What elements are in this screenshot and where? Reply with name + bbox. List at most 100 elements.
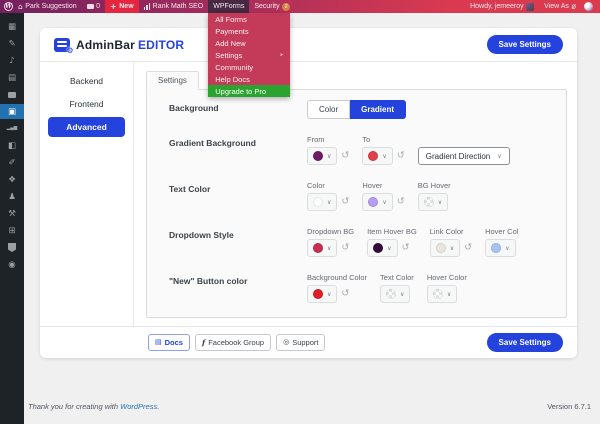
chevron-down-icon: ∨	[382, 152, 387, 160]
color-swatch	[368, 197, 379, 207]
reset-icon[interactable]: ↺	[464, 242, 473, 254]
sidebar-item-posts[interactable]: ✎	[8, 38, 16, 49]
new-button-text-color-picker[interactable]: ∨	[380, 285, 411, 303]
adminbar-wpforms[interactable]: WPForms All Forms Payments Add New Setti…	[208, 0, 291, 97]
plugin-title: AdminBar EDITOR	[76, 38, 184, 52]
field-label: Background Color	[307, 273, 368, 282]
wpforms-dropdown-menu: All Forms Payments Add New Settings ▸ Co…	[208, 13, 291, 97]
comments-icon	[86, 4, 94, 9]
color-field-hover-color: Hover Col ∨	[485, 227, 518, 257]
chevron-down-icon: ∨	[400, 290, 405, 298]
adminbar-rank-math[interactable]: Rank Math SEO	[139, 0, 209, 13]
gradient-direction-select[interactable]: Gradient Direction ∨	[417, 147, 510, 165]
plugin-header: ⚙ AdminBar EDITOR Save Settings	[40, 28, 577, 62]
menu-item-payments[interactable]: Payments	[215, 26, 249, 36]
sidebar-item-tools[interactable]: ⚒	[8, 208, 16, 219]
new-button-bg-color-picker[interactable]: ∨	[307, 285, 338, 303]
link-color-picker[interactable]: ∨	[429, 239, 461, 257]
view-as-label: View As	[544, 3, 569, 10]
menu-item-help-docs[interactable]: Help Docs	[215, 74, 250, 84]
row-label: Background	[169, 103, 219, 113]
logo-gear-icon: ⚙	[66, 46, 74, 55]
reset-icon[interactable]: ↺	[401, 242, 410, 254]
new-button-hover-color-picker[interactable]: ∨	[426, 285, 458, 303]
to-color-picker[interactable]: ∨	[362, 147, 393, 165]
wordpress-link[interactable]: WordPress	[120, 402, 158, 411]
reset-icon[interactable]: ↺	[396, 196, 405, 208]
adminbar-view-as[interactable]: View As ø	[539, 3, 581, 11]
color-field-bg-hover: BG Hover ∨	[417, 181, 451, 211]
adminbar-comments[interactable]: 0	[82, 0, 105, 13]
plus-icon: +	[110, 1, 117, 11]
menu-item-community[interactable]: Community	[215, 62, 254, 72]
adminbar-howdy[interactable]: Howdy, jemeeroy	[465, 2, 539, 11]
from-color-picker[interactable]: ∨	[307, 147, 338, 165]
chevron-down-icon: ∨	[437, 198, 443, 206]
menu-item-all-forms[interactable]: All Forms	[215, 14, 247, 24]
sidebar-item-settings[interactable]: ⊞	[8, 225, 16, 236]
menu-item-settings[interactable]: Settings ▸	[215, 50, 284, 60]
sidebar-item-analytics[interactable]: ▂▄▆	[6, 126, 18, 131]
bg-hover-color-picker[interactable]: ∨	[417, 193, 449, 211]
adminbar-new[interactable]: + New	[105, 0, 139, 13]
field-label: Color	[307, 181, 325, 190]
save-settings-button-bottom[interactable]: Save Settings	[486, 333, 563, 352]
admin-sidebar: ▦ ✎ ♪ ▤ ▣ ▂▄▆ ◧ ✐ ❖ ♟ ⚒ ⊞ ◉	[0, 13, 24, 424]
chevron-down-icon: ∨	[387, 244, 392, 252]
sidebar-item-security[interactable]	[0, 240, 24, 255]
reset-icon[interactable]: ↺	[341, 288, 350, 300]
sidebar-item-media[interactable]: ♪	[9, 55, 15, 66]
facebook-icon: f	[201, 338, 206, 347]
field-label: Hover	[362, 181, 383, 190]
sidebar-item-dashboard[interactable]: ▦	[7, 21, 17, 32]
tab-backend[interactable]: Backend	[69, 76, 104, 86]
submenu-arrow-icon: ▸	[280, 52, 284, 58]
tab-frontend[interactable]: Frontend	[69, 99, 104, 109]
sidebar-item-plugins[interactable]: ❖	[8, 174, 16, 185]
sidebar-item-pages[interactable]: ▤	[7, 72, 17, 83]
field-label: Link Color	[429, 227, 464, 236]
doc-icon: ▤	[155, 338, 162, 346]
security-label: Security	[254, 3, 280, 10]
reset-icon[interactable]: ↺	[341, 150, 350, 162]
background-gradient-option[interactable]: Gradient	[350, 100, 407, 119]
sidebar-item-comments[interactable]	[0, 87, 24, 102]
background-type-toggle: Color Gradient	[307, 100, 407, 119]
sidebar-item-adminbar-editor[interactable]: ▣	[0, 104, 24, 119]
dropdown-hover-color-picker[interactable]: ∨	[485, 239, 516, 257]
setting-row-gradient-background: Gradient Background From ∨ ↺	[169, 127, 558, 173]
sidebar-collapse-button[interactable]: ◉	[8, 259, 16, 270]
facebook-group-button[interactable]: f Facebook Group	[194, 334, 272, 351]
reset-icon[interactable]: ↺	[341, 242, 350, 254]
color-field-hover-color: Hover Color ∨	[426, 273, 467, 303]
security-badge: 2	[282, 2, 291, 11]
adminbar-security[interactable]: Security 2	[249, 0, 295, 13]
wpforms-label: WPForms	[213, 3, 245, 10]
menu-item-add-new[interactable]: Add New	[215, 38, 246, 48]
menu-item-upgrade-to-pro[interactable]: Upgrade to Pro	[208, 85, 291, 97]
hover-color-picker[interactable]: ∨	[362, 193, 393, 211]
item-hover-bg-color-picker[interactable]: ∨	[367, 239, 398, 257]
docs-button[interactable]: ▤ Docs	[148, 334, 190, 351]
dropdown-bg-color-picker[interactable]: ∨	[307, 239, 338, 257]
chevron-down-icon: ∨	[449, 244, 455, 252]
color-swatch	[313, 151, 323, 161]
reset-icon[interactable]: ↺	[341, 196, 350, 208]
row-label: "New" Button color	[169, 276, 248, 286]
wordpress-logo-icon[interactable]: W	[4, 2, 13, 11]
text-color-picker[interactable]: ∨	[307, 193, 338, 211]
chart-bars-icon	[143, 3, 151, 10]
reset-icon[interactable]: ↺	[396, 150, 405, 162]
sidebar-item-templates[interactable]: ◧	[7, 140, 17, 151]
save-settings-button-top[interactable]: Save Settings	[486, 35, 563, 54]
settings-section-tab[interactable]: Settings	[146, 71, 199, 90]
row-label: Text Color	[169, 184, 211, 194]
support-button[interactable]: ◎ Support	[276, 334, 326, 351]
adminbar-site-name[interactable]: ⌂ Park Suggestion	[13, 0, 82, 13]
sidebar-item-appearance[interactable]: ✐	[8, 157, 16, 168]
tab-advanced[interactable]: Advanced	[48, 117, 125, 137]
chevron-down-icon: ∨	[382, 198, 387, 206]
profile-avatar-icon[interactable]	[584, 2, 593, 11]
background-color-option[interactable]: Color	[307, 100, 351, 119]
sidebar-item-users[interactable]: ♟	[8, 191, 16, 202]
